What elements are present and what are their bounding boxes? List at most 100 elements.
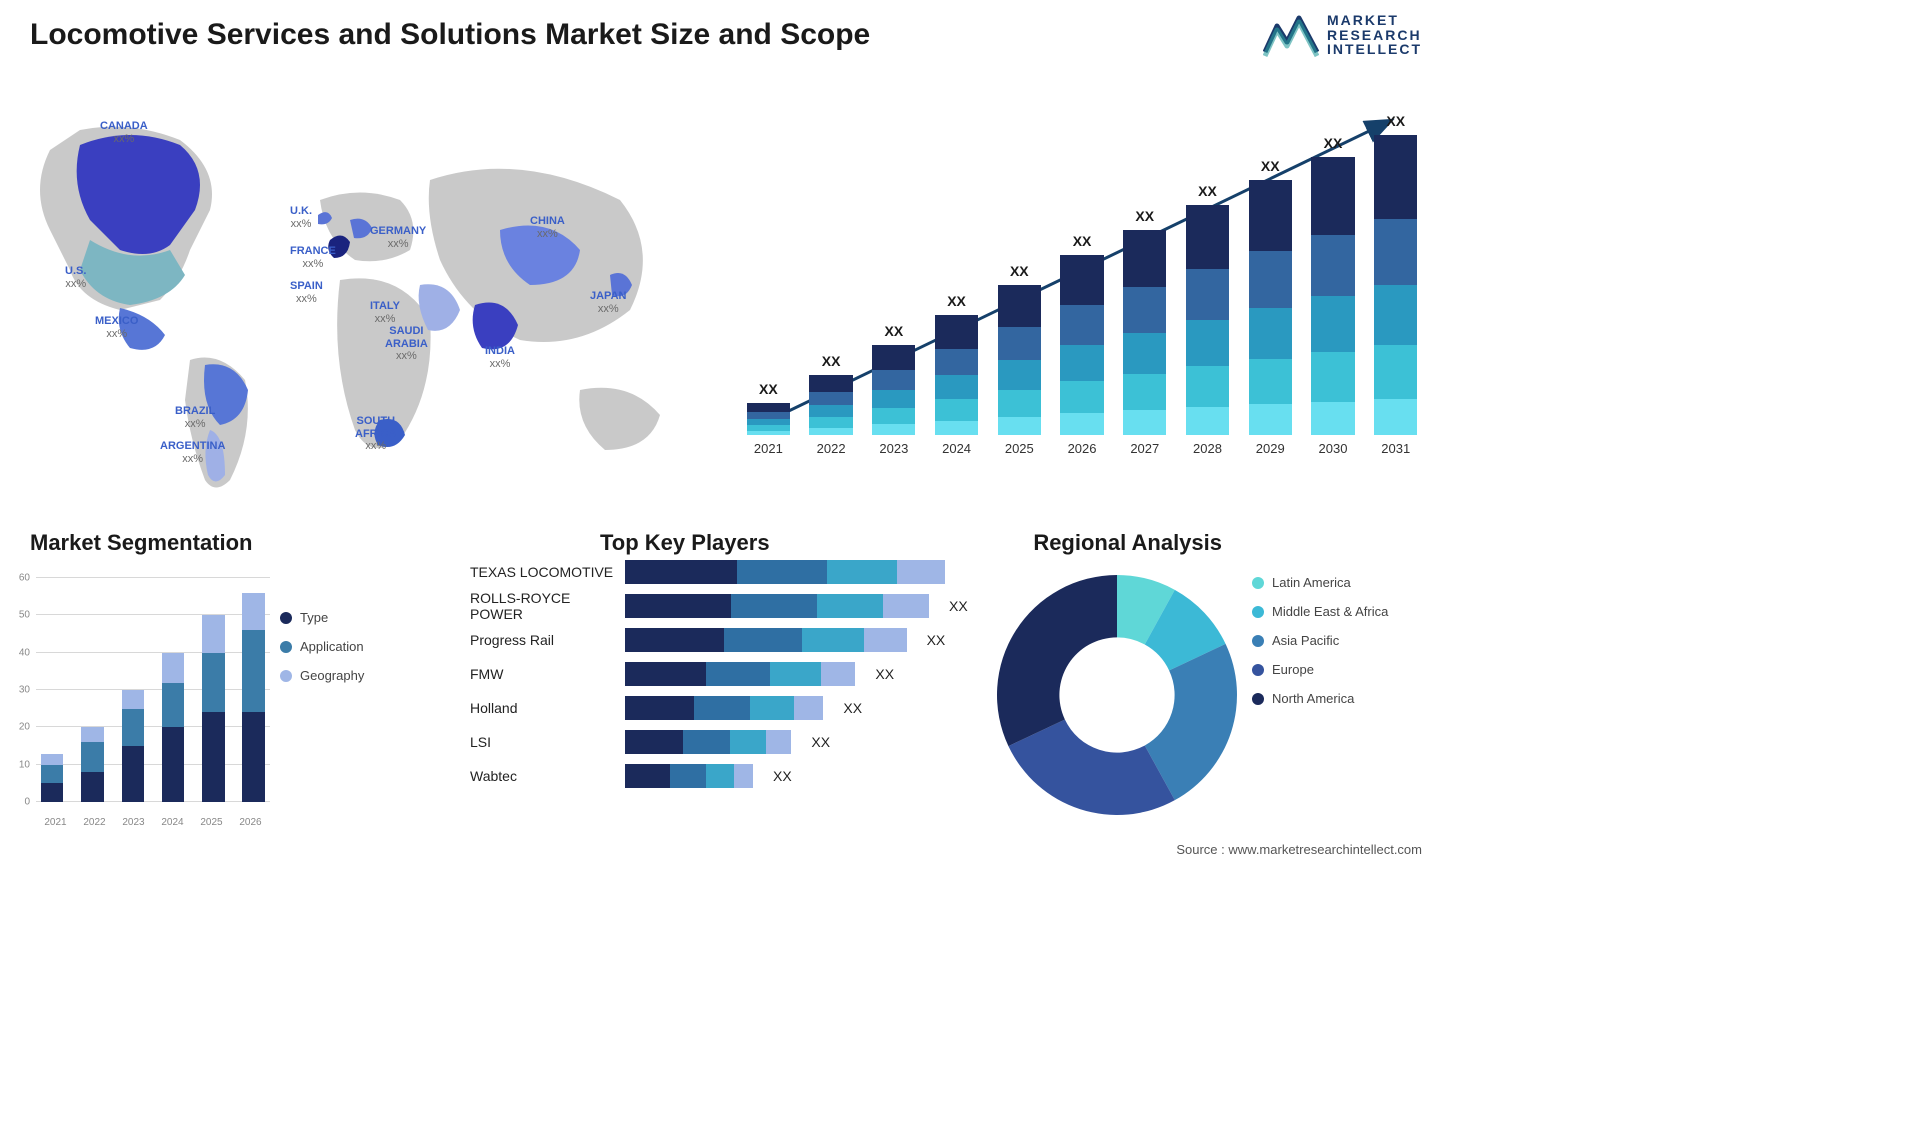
x-axis-label: 2024 <box>942 441 971 456</box>
logo-line2: RESEARCH <box>1327 28 1422 43</box>
player-bar <box>625 730 791 754</box>
donut-slice <box>997 575 1117 746</box>
x-axis-label: 2023 <box>879 441 908 456</box>
map-label: ITALYxx% <box>370 300 400 325</box>
map-label: FRANCExx% <box>290 245 336 270</box>
player-value: XX <box>875 666 894 682</box>
logo-line1: MARKET <box>1327 13 1422 28</box>
player-value: XX <box>949 598 968 614</box>
chart-bar: XX2030 <box>1307 135 1360 456</box>
map-label: CANADAxx% <box>100 120 148 145</box>
player-row: HollandXX <box>470 691 980 725</box>
x-axis-label: 2029 <box>1256 441 1285 456</box>
player-name: TEXAS LOCOMOTIVE <box>470 564 615 580</box>
bar-value-label: XX <box>759 381 778 397</box>
x-axis-label: 2027 <box>1130 441 1159 456</box>
player-value: XX <box>811 734 830 750</box>
chart-bar <box>36 754 68 803</box>
chart-bar: XX 2021 <box>742 381 795 456</box>
map-label: MEXICOxx% <box>95 315 138 340</box>
map-label: CHINAxx% <box>530 215 565 240</box>
map-label: JAPANxx% <box>590 290 626 315</box>
y-tick: 20 <box>19 722 30 733</box>
legend-item: Latin America <box>1252 575 1432 590</box>
player-row: TEXAS LOCOMOTIVE <box>470 555 980 589</box>
legend-item: Type <box>280 610 420 625</box>
legend-item: Geography <box>280 668 420 683</box>
key-players-title: Top Key Players <box>600 530 770 556</box>
player-name: Wabtec <box>470 768 615 784</box>
segmentation-title: Market Segmentation <box>30 530 253 556</box>
x-axis-label: 2021 <box>44 817 66 828</box>
chart-bar <box>238 593 270 802</box>
player-value: XX <box>773 768 792 784</box>
player-name: FMW <box>470 666 615 682</box>
player-name: LSI <box>470 734 615 750</box>
regional-analysis-chart: Latin America Middle East & Africa Asia Pa… <box>992 555 1432 845</box>
x-axis-label: 2022 <box>83 817 105 828</box>
map-label: BRAZILxx% <box>175 405 215 430</box>
player-name: Holland <box>470 700 615 716</box>
map-label: ARGENTINAxx% <box>160 440 225 465</box>
y-tick: 60 <box>19 573 30 584</box>
player-row: FMW XX <box>470 657 980 691</box>
legend-item: Asia Pacific <box>1252 633 1432 648</box>
bar-value-label: XX <box>822 353 841 369</box>
y-tick: 30 <box>19 685 30 696</box>
world-map: CANADAxx% U.S.xx% MEXICOxx% BRAZILxx% ARGENT… <box>20 90 700 500</box>
x-axis-label: 2023 <box>122 817 144 828</box>
player-row: Wabtec XX <box>470 759 980 793</box>
segmentation-chart: 0102030405060 202120222023202420252026 T… <box>0 560 420 840</box>
chart-bar: XX 2024 <box>930 293 983 456</box>
player-bar <box>625 662 855 686</box>
bar-value-label: XX <box>1386 113 1405 129</box>
source-label: Source : www.marketresearchintellect.com <box>1176 842 1422 857</box>
x-axis-label: 2022 <box>817 441 846 456</box>
player-bar <box>625 560 945 584</box>
bar-value-label: XX <box>884 323 903 339</box>
logo-mark-icon <box>1263 12 1319 58</box>
regional-title: Regional Analysis <box>1033 530 1222 556</box>
brand-logo: MARKET RESEARCH INTELLECT <box>1263 12 1422 58</box>
market-size-chart: XX2021XX2022XX2023XX2024XX2025XX2026XX20… <box>742 100 1422 480</box>
legend-item: Application <box>280 639 420 654</box>
chart-bar <box>157 653 189 802</box>
map-label: SPAINxx% <box>290 280 323 305</box>
map-label: U.S.xx% <box>65 265 86 290</box>
x-axis-label: 2025 <box>200 817 222 828</box>
page-title: Locomotive Services and Solutions Market… <box>30 18 870 52</box>
key-players-chart: TEXAS LOCOMOTIVE ROLLS-ROYCE POWER XX Progr… <box>470 555 980 845</box>
regional-legend: Latin America Middle East & Africa Asia Pa… <box>1252 575 1432 720</box>
player-bar <box>625 764 753 788</box>
map-label: INDIAxx% <box>485 345 515 370</box>
chart-bar: XX2025 <box>993 263 1046 456</box>
chart-bar <box>117 690 149 802</box>
bar-value-label: XX <box>1198 183 1217 199</box>
bar-value-label: XX <box>1010 263 1029 279</box>
player-row: Progress RailXX <box>470 623 980 657</box>
bar-value-label: XX <box>947 293 966 309</box>
bar-value-label: XX <box>1261 158 1280 174</box>
bar-value-label: XX <box>1073 233 1092 249</box>
y-tick: 0 <box>24 797 30 808</box>
chart-bar <box>197 615 229 802</box>
player-bar <box>625 594 929 618</box>
player-name: ROLLS-ROYCE POWER <box>470 590 615 622</box>
x-axis-label: 2021 <box>754 441 783 456</box>
chart-bar: XX 2029 <box>1244 158 1297 456</box>
player-bar <box>625 628 907 652</box>
y-tick: 40 <box>19 647 30 658</box>
legend-item: Middle East & Africa <box>1252 604 1432 619</box>
player-name: Progress Rail <box>470 632 615 648</box>
chart-bar <box>76 727 108 802</box>
chart-bar: XX 2023 <box>867 323 920 456</box>
map-label: SOUTHAFRICAxx% <box>355 415 397 453</box>
legend-item: North America <box>1252 691 1432 706</box>
bar-value-label: XX <box>1135 208 1154 224</box>
x-axis-label: 2026 <box>1068 441 1097 456</box>
x-axis-label: 2026 <box>239 817 261 828</box>
bar-value-label: XX <box>1324 135 1343 151</box>
map-label: GERMANYxx% <box>370 225 426 250</box>
player-bar <box>625 696 823 720</box>
chart-bar: XX 2022 <box>805 353 858 456</box>
